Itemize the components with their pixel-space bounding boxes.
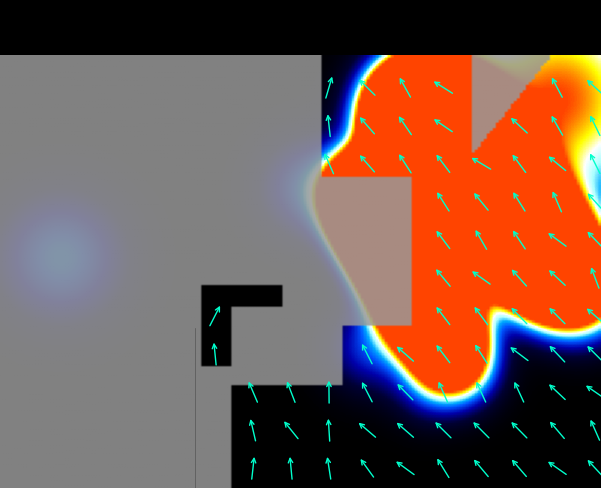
Text: Arrows show the wind wave direction: Arrows show the wind wave direction [171, 33, 430, 47]
Text: Primary Swell energy on Thursday 07 Nov at 3:30pm NDT: Primary Swell energy on Thursday 07 Nov … [40, 7, 561, 25]
